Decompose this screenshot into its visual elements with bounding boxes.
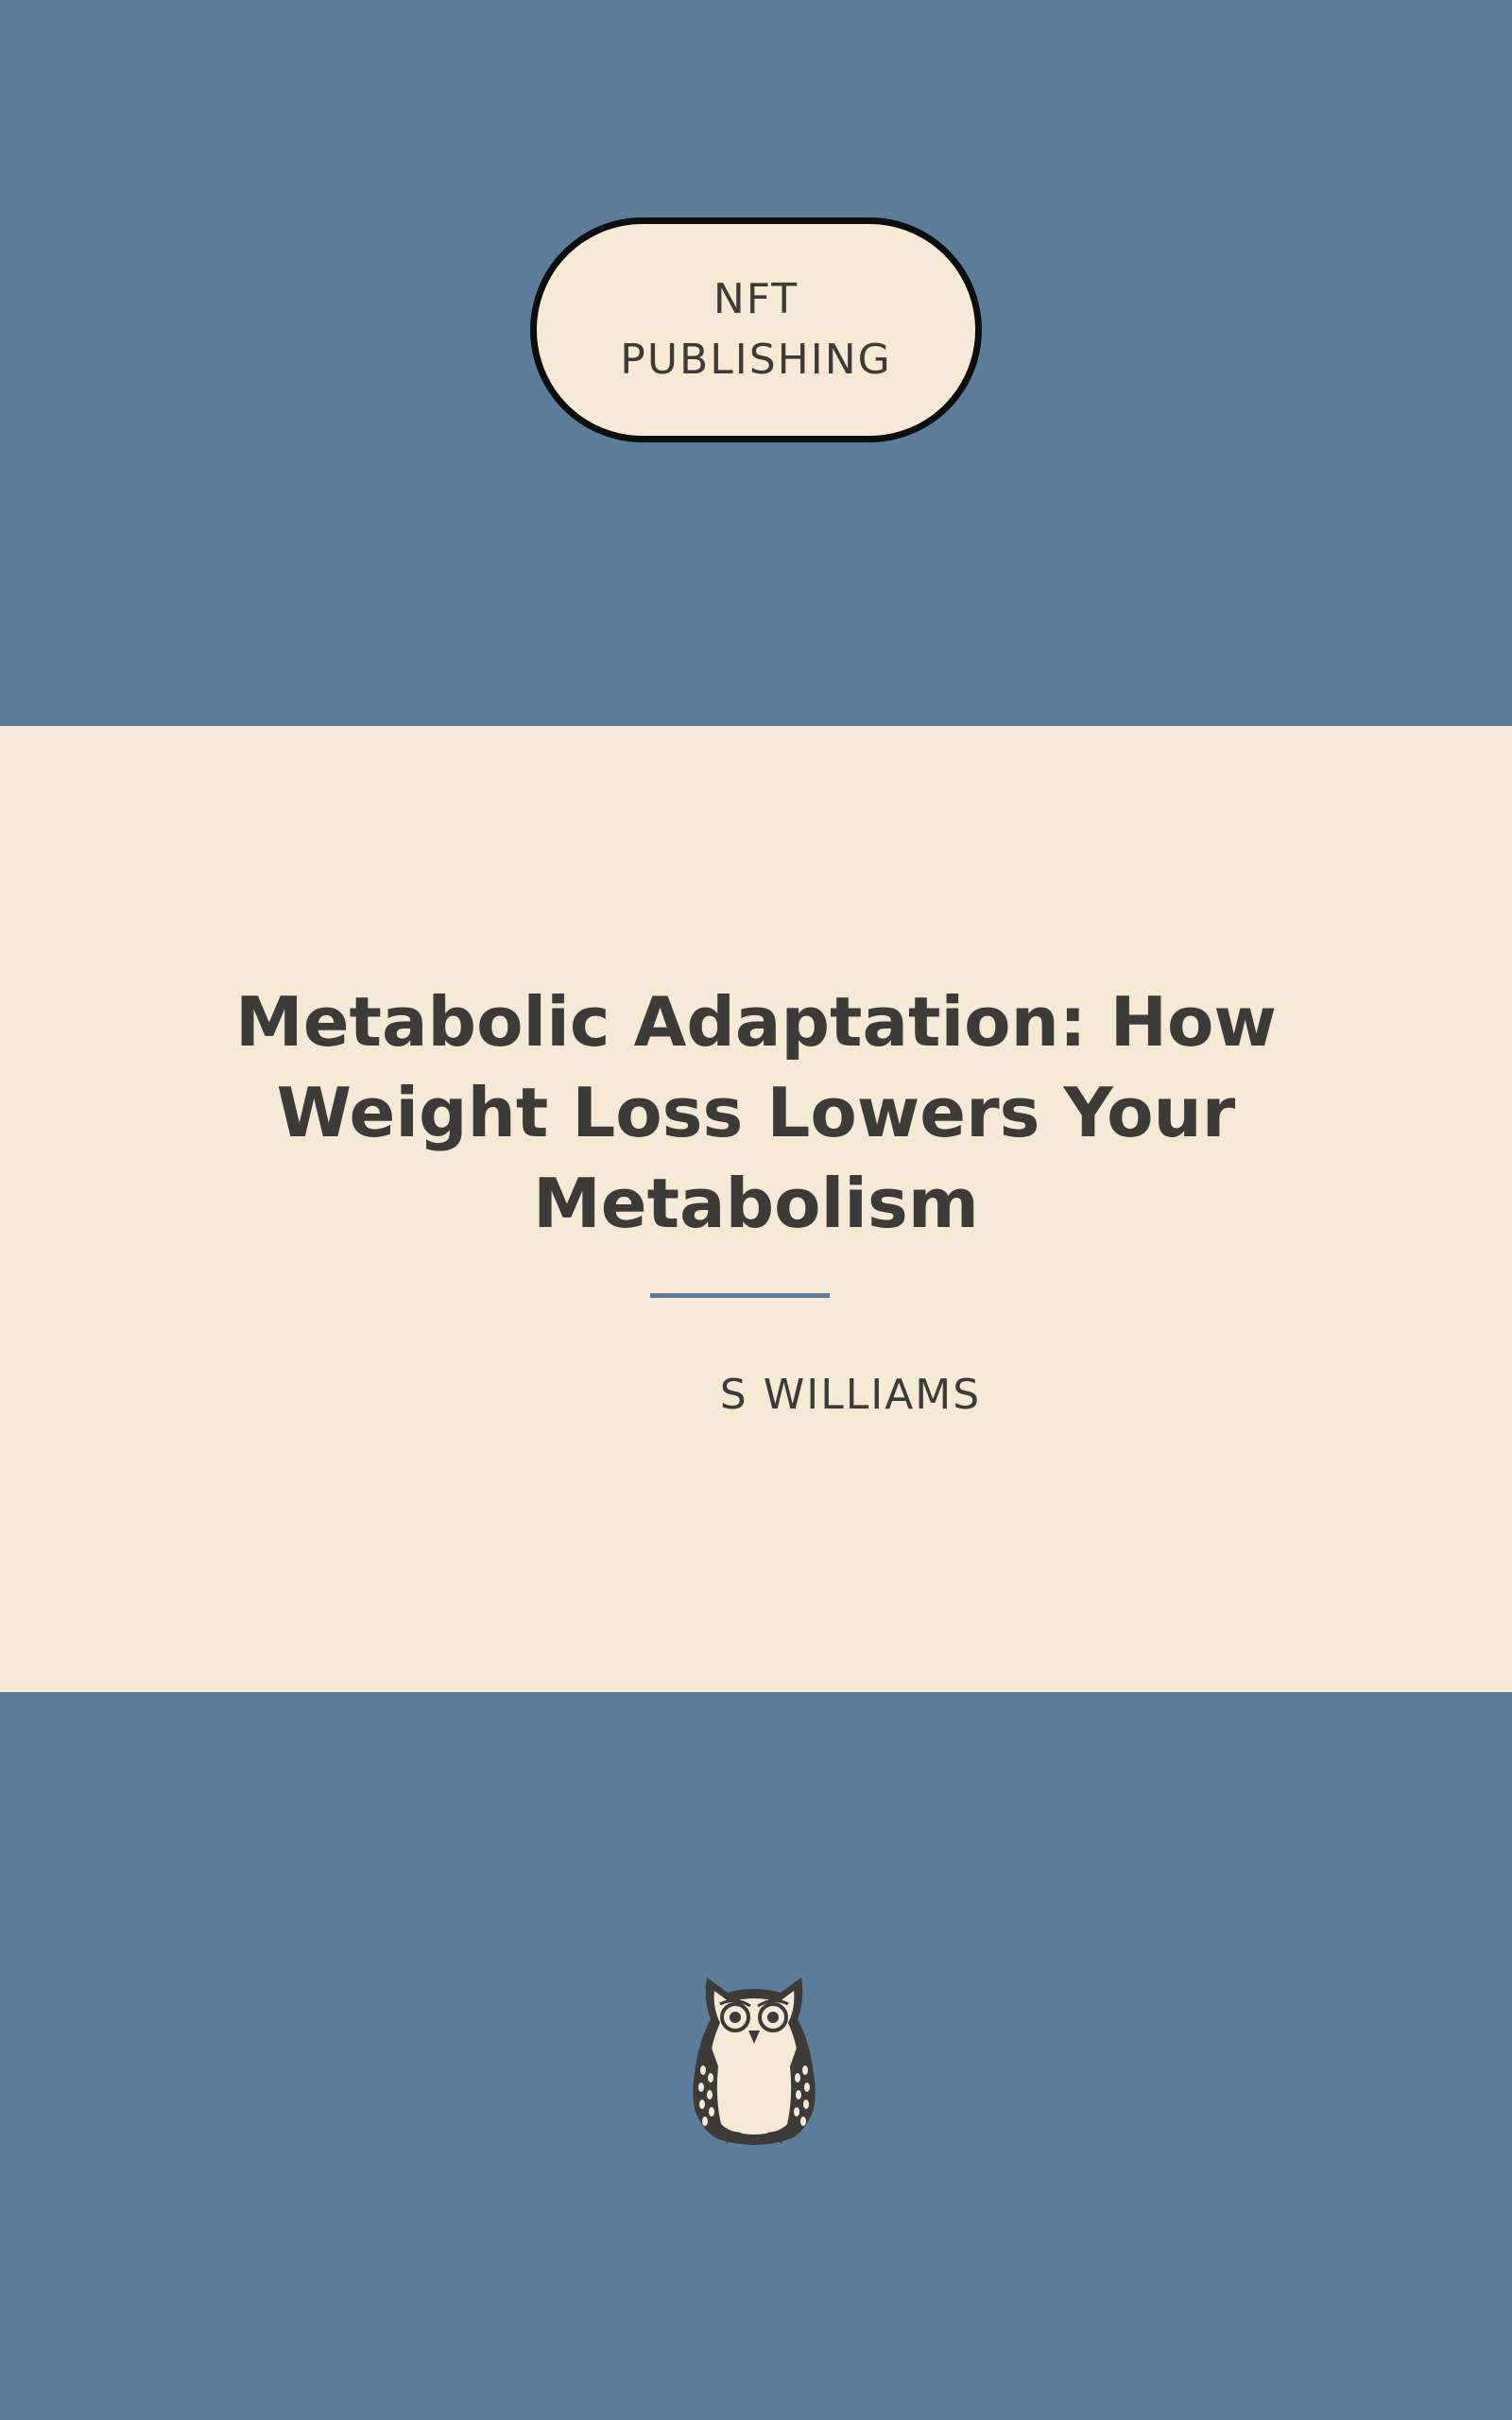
title-band: Metabolic Adaptation: How Weight Loss Lo…: [0, 726, 1512, 1692]
book-author: S WILLIAMS: [719, 1371, 982, 1419]
owl-icon: [693, 1978, 816, 2145]
publisher-badge: NFT PUBLISHING: [530, 217, 982, 442]
book-title: Metabolic Adaptation: How Weight Loss Lo…: [235, 982, 1277, 1243]
bottom-band: [0, 1692, 1512, 2420]
publisher-name-line-2: PUBLISHING: [620, 336, 892, 384]
top-band: NFT PUBLISHING: [0, 0, 1512, 726]
title-divider: [650, 1293, 830, 1298]
publisher-name-line-1: NFT: [713, 275, 799, 323]
